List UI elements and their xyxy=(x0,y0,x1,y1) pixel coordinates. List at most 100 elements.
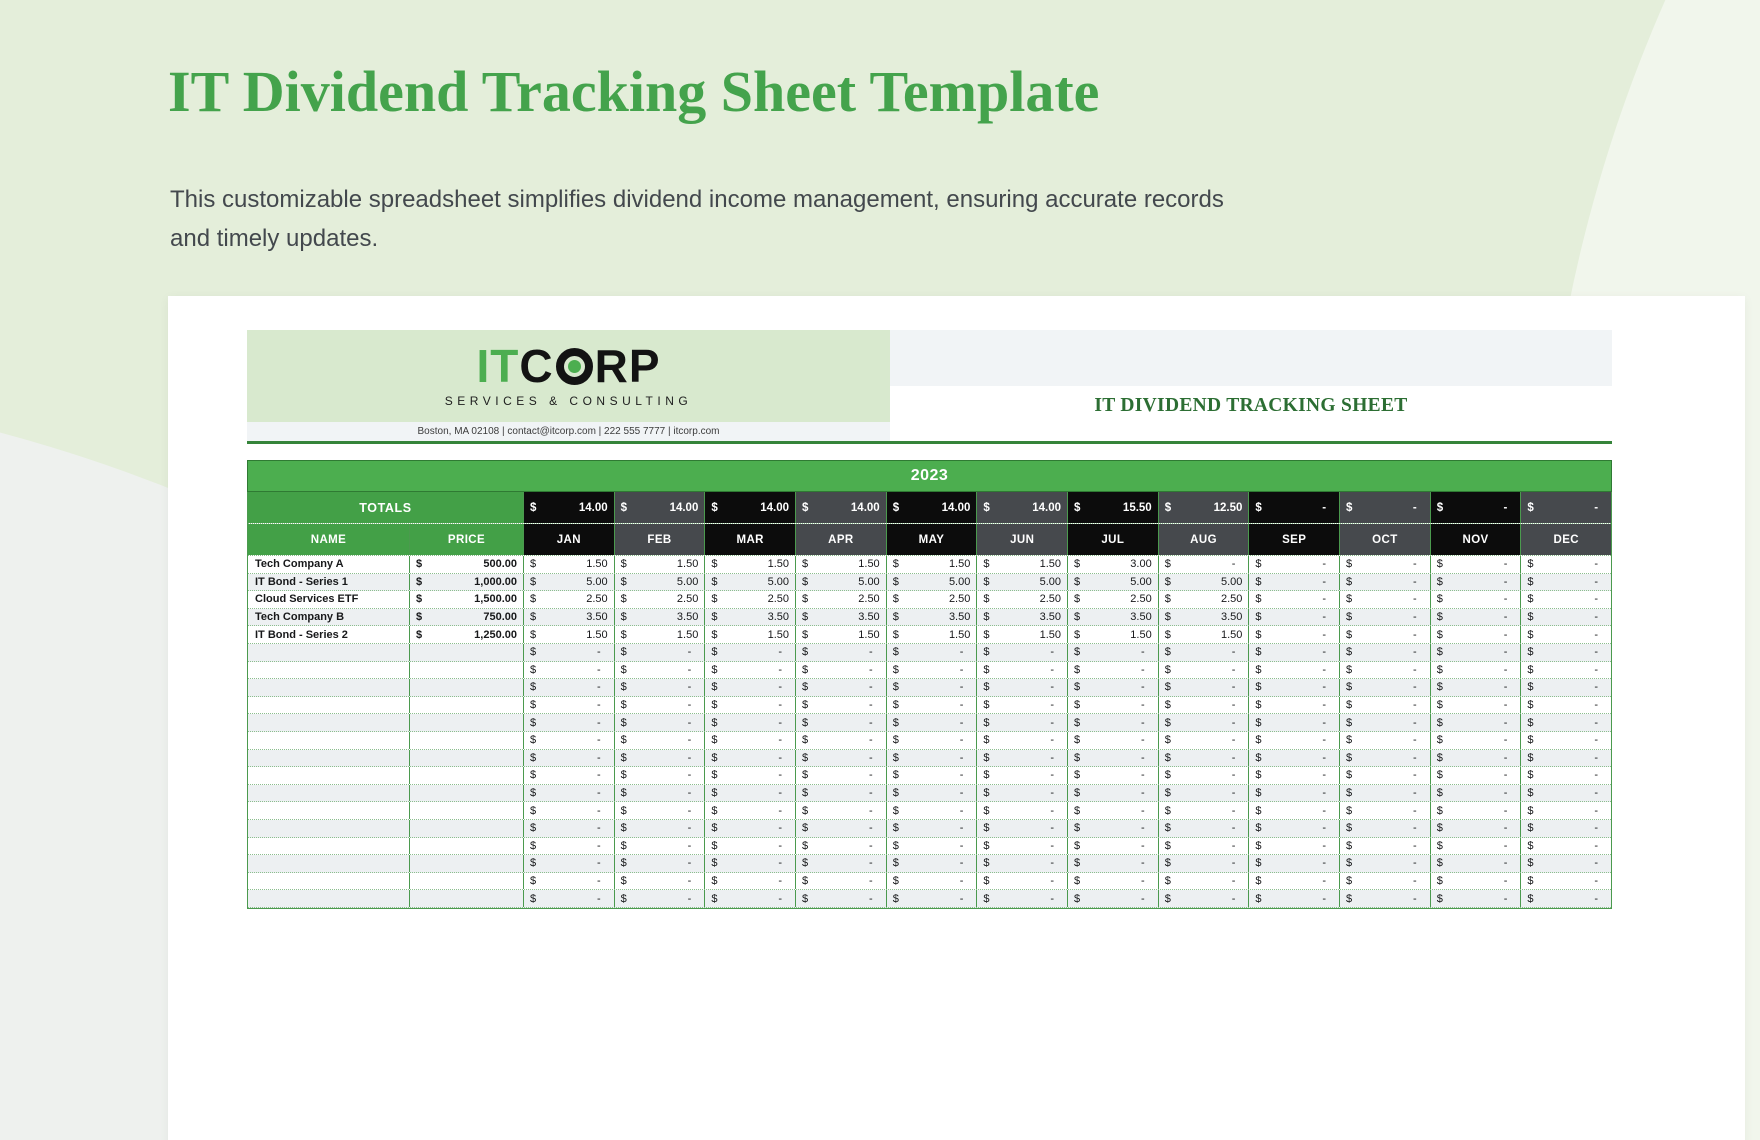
currency-symbol: $ xyxy=(1436,501,1444,514)
name-cell xyxy=(248,679,410,696)
cell-value: - xyxy=(869,663,873,676)
currency-symbol: $ xyxy=(1074,874,1081,887)
currency-symbol: $ xyxy=(1074,787,1081,800)
currency-symbol: $ xyxy=(892,716,899,729)
currency-symbol: $ xyxy=(1164,804,1171,817)
cell-value: 500.00 xyxy=(483,558,517,571)
dividend-cell: $ - xyxy=(705,731,797,749)
cell-value: - xyxy=(597,892,601,905)
cell-value: - xyxy=(1322,501,1327,514)
cell-value: 1.50 xyxy=(676,628,699,641)
cell-value: - xyxy=(1322,769,1327,782)
dividend-cell: $ - xyxy=(524,767,615,784)
name-cell xyxy=(248,661,410,679)
name-cell xyxy=(248,731,410,749)
currency-symbol: $ xyxy=(983,575,990,588)
month-column-header: JAN xyxy=(524,524,615,555)
dividend-cell: $ - xyxy=(1340,626,1431,643)
currency-symbol: $ xyxy=(711,593,718,606)
currency-symbol: $ xyxy=(1255,892,1262,905)
dividend-cell: $3.50 xyxy=(705,608,797,626)
cell-value: - xyxy=(1231,699,1236,712)
dividend-cell: $ - xyxy=(1340,819,1431,837)
cell-value: - xyxy=(687,681,692,694)
cell-value: - xyxy=(1322,699,1327,712)
dividend-cell: $ - xyxy=(705,643,797,661)
currency-symbol: $ xyxy=(1346,558,1353,571)
dividend-cell: $ - xyxy=(977,749,1069,767)
month-column-header: NOV xyxy=(1430,524,1522,555)
currency-symbol: $ xyxy=(416,611,423,624)
dividend-cell: $3.50 xyxy=(1068,608,1159,626)
cell-value: - xyxy=(869,857,873,870)
currency-symbol: $ xyxy=(983,646,990,659)
dividend-cell: $ - xyxy=(1431,749,1522,767)
cell-value: - xyxy=(1594,787,1599,800)
currency-symbol: $ xyxy=(1436,769,1443,782)
currency-symbol: $ xyxy=(1346,874,1353,887)
cell-value: - xyxy=(1594,611,1599,624)
dividend-cell: $2.50 xyxy=(887,591,978,608)
table-row: IT Bond - Series 2 $1,250.00 $1.50 $1.50 $1.… xyxy=(248,626,1611,644)
currency-symbol: $ xyxy=(530,874,537,887)
cell-value: - xyxy=(1503,804,1508,817)
currency-symbol: $ xyxy=(1255,822,1262,835)
dividend-cell: $ - xyxy=(1431,767,1522,784)
dividend-cell: $ - xyxy=(1521,574,1611,591)
dividend-cell: $ - xyxy=(524,890,615,907)
dividend-cell: $ - xyxy=(1249,872,1341,890)
cell-value: 2.50 xyxy=(948,593,971,606)
cell-value: - xyxy=(1141,839,1145,852)
cell-value: 14.00 xyxy=(578,501,608,514)
currency-symbol: $ xyxy=(1527,787,1534,800)
totals-value-cell: $14.00 xyxy=(705,492,797,523)
cell-value: - xyxy=(597,716,601,729)
totals-value-cell: $15.50 xyxy=(1068,492,1159,523)
currency-symbol: $ xyxy=(1346,734,1353,747)
cell-value: - xyxy=(1322,611,1327,624)
currency-symbol: $ xyxy=(1436,558,1443,571)
cell-value: 1.50 xyxy=(1130,628,1152,641)
table-row: IT Bond - Series 1 $1,000.00 $5.00 $5.00 $5.… xyxy=(248,573,1611,592)
currency-symbol: $ xyxy=(983,593,990,606)
cell-value: - xyxy=(778,787,783,800)
currency-symbol: $ xyxy=(1527,575,1534,588)
currency-symbol: $ xyxy=(1346,769,1353,782)
dividend-cell: $ - xyxy=(977,696,1069,714)
dividend-cell: $ - xyxy=(1249,855,1341,872)
currency-symbol: $ xyxy=(1074,751,1081,764)
cell-value: - xyxy=(1413,558,1417,571)
currency-symbol: $ xyxy=(1527,804,1534,817)
currency-symbol: $ xyxy=(1255,839,1262,852)
dividend-cell: $ - xyxy=(1249,591,1341,608)
currency-symbol: $ xyxy=(1527,734,1534,747)
currency-symbol: $ xyxy=(892,646,899,659)
totals-value-cell: $ - xyxy=(1430,492,1522,523)
itcorp-logo: IT C RP xyxy=(476,343,660,389)
currency-symbol: $ xyxy=(802,857,809,870)
dividend-cell: $ - xyxy=(1249,573,1341,591)
dividend-cell: $ - xyxy=(615,855,706,872)
currency-symbol: $ xyxy=(1346,822,1353,835)
dividend-cell: $ - xyxy=(1521,609,1611,626)
dividend-cell: $ - xyxy=(1521,785,1611,802)
dividend-cell: $ - xyxy=(796,661,887,679)
cell-value: - xyxy=(1231,734,1236,747)
cell-value: - xyxy=(1594,558,1599,571)
currency-symbol: $ xyxy=(983,716,990,729)
cell-value: 2.50 xyxy=(676,593,699,606)
dividend-cell: $ - xyxy=(887,802,978,819)
dividend-cell: $ - xyxy=(1521,820,1611,837)
dividend-cell: $ - xyxy=(1249,608,1341,626)
cell-value: 5.00 xyxy=(676,575,699,588)
dividend-cell: $ - xyxy=(1340,855,1431,872)
currency-symbol: $ xyxy=(1527,822,1534,835)
cell-value: 5.00 xyxy=(1130,575,1152,588)
cell-value: - xyxy=(1594,734,1599,747)
currency-symbol: $ xyxy=(620,787,627,800)
table-row-empty: $ - $ - $ - $ - $ - $ - $ - $ - $ - $ - $ - $ - xyxy=(248,819,1611,838)
cell-value: - xyxy=(687,663,692,676)
cell-value: - xyxy=(1413,663,1417,676)
price-cell xyxy=(410,696,524,714)
